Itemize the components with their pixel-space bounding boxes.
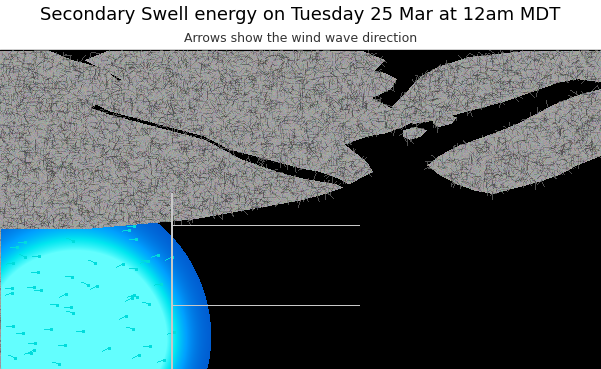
Text: Secondary Swell energy on Tuesday 25 Mar at 12am MDT: Secondary Swell energy on Tuesday 25 Mar… [40,6,561,24]
Text: Arrows show the wind wave direction: Arrows show the wind wave direction [184,32,417,45]
